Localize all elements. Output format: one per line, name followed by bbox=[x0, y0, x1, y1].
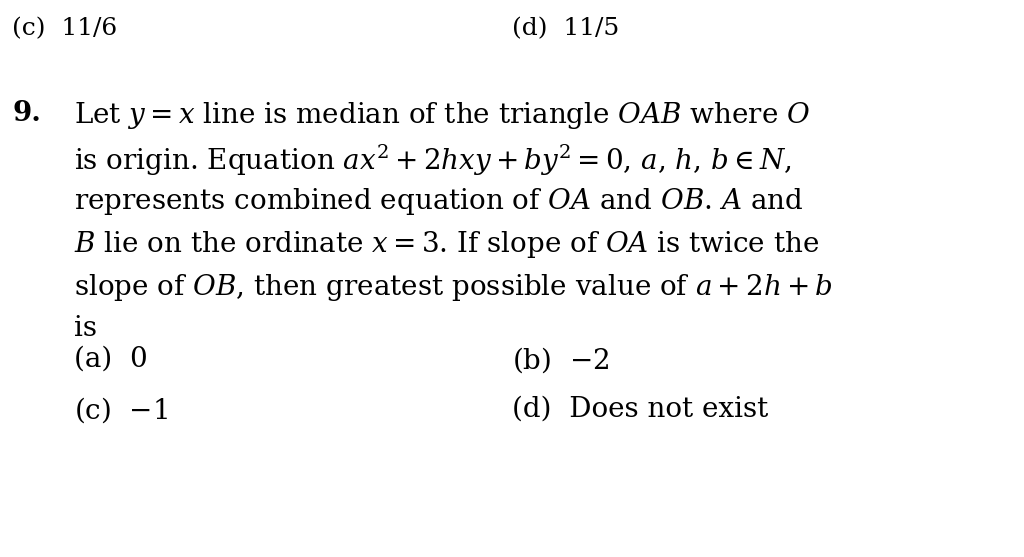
Text: 9.: 9. bbox=[12, 100, 41, 127]
Text: represents combined equation of $OA$ and $OB$. $A$ and: represents combined equation of $OA$ and… bbox=[74, 186, 803, 217]
Text: is: is bbox=[74, 315, 96, 341]
Text: slope of $OB$, then greatest possible value of $a + 2h + b$: slope of $OB$, then greatest possible va… bbox=[74, 272, 833, 303]
Text: (a)  0: (a) 0 bbox=[74, 345, 147, 372]
Text: is origin. Equation $ax^2 + 2hxy + by^2 = 0$, $a$, $h$, $b \in N$,: is origin. Equation $ax^2 + 2hxy + by^2 … bbox=[74, 143, 792, 178]
Text: (c)  11/6: (c) 11/6 bbox=[12, 17, 118, 40]
Text: (d)  11/5: (d) 11/5 bbox=[512, 17, 620, 40]
Text: $B$ lie on the ordinate $x = 3$. If slope of $OA$ is twice the: $B$ lie on the ordinate $x = 3$. If slop… bbox=[74, 229, 819, 260]
Text: (c)  $-1$: (c) $-1$ bbox=[74, 395, 168, 425]
Text: Let $y = x$ line is median of the triangle $OAB$ where $O$: Let $y = x$ line is median of the triang… bbox=[74, 100, 810, 131]
Text: (b)  $-2$: (b) $-2$ bbox=[512, 345, 609, 375]
Text: (d)  Does not exist: (d) Does not exist bbox=[512, 395, 768, 422]
